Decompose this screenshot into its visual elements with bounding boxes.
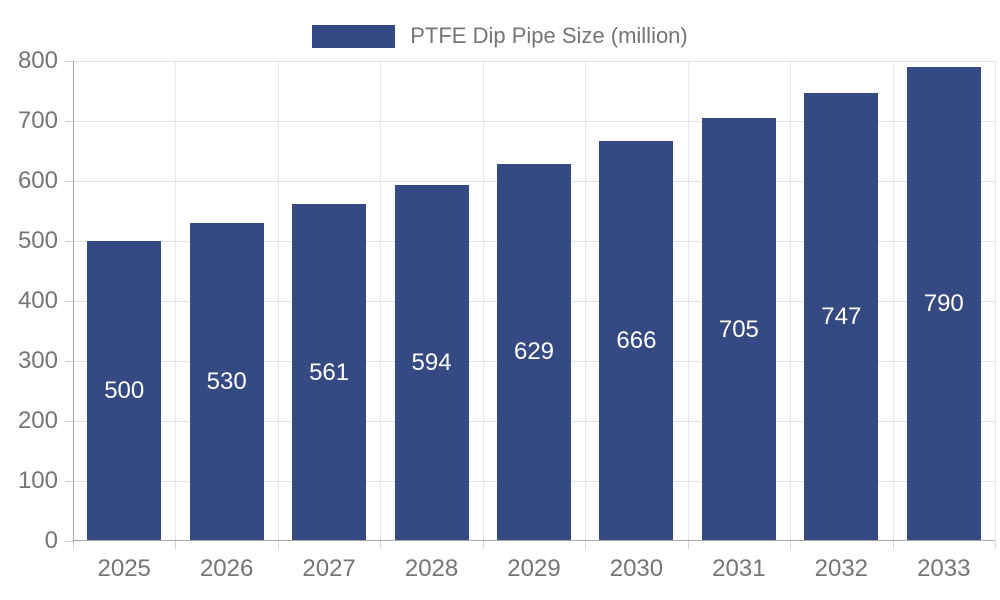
grid-line-v <box>790 61 792 541</box>
y-tick <box>65 361 73 362</box>
bar-2027[interactable]: 561 <box>292 204 367 541</box>
plot-area: 0 100 200 300 400 500 600 700 800 500 2025 530 2026 5… <box>18 49 996 582</box>
grid-line-v <box>277 61 279 541</box>
y-axis-label: 400 <box>17 287 58 314</box>
x-axis-label: 2027 <box>302 555 356 582</box>
grid-line-v <box>380 61 382 541</box>
x-tick <box>687 541 689 549</box>
y-tick <box>65 121 73 122</box>
bar-value-label: 500 <box>104 377 145 404</box>
y-axis-spine <box>73 61 74 542</box>
bar-value-label: 666 <box>616 327 657 355</box>
bar-value-label: 705 <box>718 315 759 343</box>
y-tick <box>65 241 73 242</box>
bar-value-label: 561 <box>309 358 350 386</box>
bar-2028[interactable]: 594 <box>394 184 469 541</box>
y-axis-label: 500 <box>17 227 58 254</box>
x-tick <box>995 541 996 549</box>
y-axis-label: 300 <box>17 347 58 374</box>
x-tick <box>482 541 484 549</box>
legend: PTFE Dip Pipe Size (million) <box>0 22 1000 50</box>
x-tick <box>277 541 279 549</box>
x-axis-label: 2031 <box>712 555 766 582</box>
legend-swatch[interactable] <box>312 24 396 48</box>
x-tick <box>790 541 792 549</box>
bar-2032[interactable]: 747 <box>804 92 879 541</box>
x-axis-label: 2033 <box>917 555 971 582</box>
grid-line-v <box>175 61 177 541</box>
bar-value-label: 747 <box>821 302 862 330</box>
y-tick <box>65 61 73 62</box>
bar-value-label: 790 <box>923 290 964 317</box>
grid-line-v <box>892 61 894 541</box>
grid-line-v <box>482 61 484 541</box>
y-tick <box>65 301 73 302</box>
y-tick <box>65 541 73 542</box>
bar-2025[interactable]: 500 <box>87 241 162 541</box>
y-axis-label: 600 <box>17 167 58 194</box>
legend-label[interactable]: PTFE Dip Pipe Size (million) <box>410 23 688 48</box>
y-tick <box>65 181 73 182</box>
x-axis-line <box>73 540 995 541</box>
bar-value-label: 629 <box>513 338 555 366</box>
bar-2033[interactable]: 790 <box>906 67 981 541</box>
grid-line-h <box>73 61 995 62</box>
grid-line-v <box>995 61 996 541</box>
x-axis-label: 2030 <box>609 555 664 582</box>
bar-2026[interactable]: 530 <box>189 223 264 541</box>
x-axis-label: 2028 <box>404 555 459 582</box>
x-axis-label: 2029 <box>507 555 561 582</box>
bar-value-label: 530 <box>206 368 247 395</box>
x-axis-label: 2026 <box>199 555 254 582</box>
bar-2031[interactable]: 705 <box>701 118 776 541</box>
grid-line-v <box>585 61 587 541</box>
x-axis-label: 2032 <box>814 555 869 582</box>
y-axis-label: 800 <box>17 47 58 74</box>
y-axis-label: 100 <box>17 467 58 494</box>
y-axis-label: 0 <box>44 527 58 554</box>
y-tick <box>65 421 73 422</box>
x-tick <box>585 541 587 549</box>
x-tick <box>73 541 74 549</box>
bar-value-label: 594 <box>411 348 452 376</box>
grid-line-h <box>73 121 995 122</box>
x-tick <box>175 541 177 549</box>
y-axis-label: 700 <box>17 107 58 134</box>
y-tick <box>65 481 73 482</box>
x-axis-label: 2025 <box>97 555 151 582</box>
x-tick <box>380 541 382 549</box>
bar-2029[interactable]: 629 <box>497 163 571 541</box>
x-tick <box>892 541 894 549</box>
y-axis-label: 200 <box>17 407 58 434</box>
grid-line-v <box>687 61 689 541</box>
bar-2030[interactable]: 666 <box>599 141 674 541</box>
